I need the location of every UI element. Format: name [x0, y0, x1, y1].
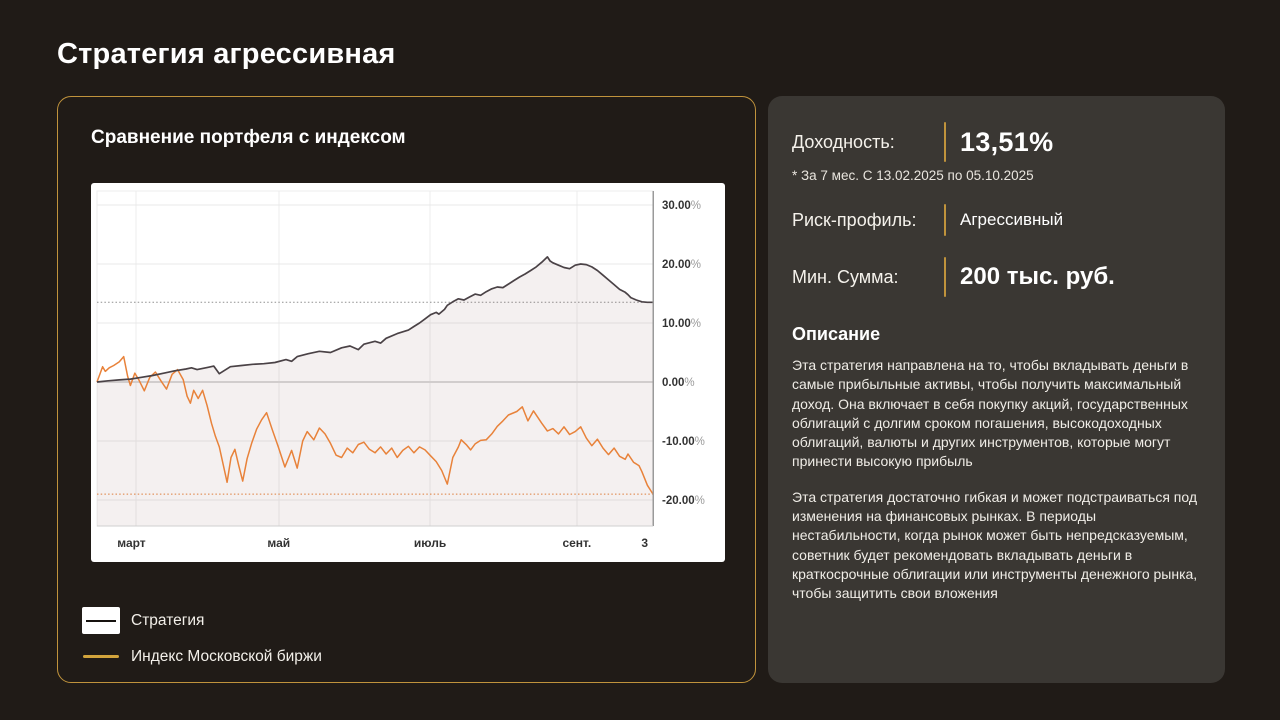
- svg-text:10.00%: 10.00%: [662, 318, 701, 330]
- index-swatch-icon: [82, 643, 120, 670]
- stat-risk: Риск-профиль: Агрессивный: [792, 204, 1201, 236]
- stat-yield-label: Доходность:: [792, 131, 895, 152]
- strategy-swatch-icon: [82, 607, 120, 634]
- yield-footnote: * За 7 мес. С 13.02.2025 по 05.10.2025: [792, 168, 1034, 183]
- comparison-chart-card: Сравнение портфеля с индексом 30.00% 20.0…: [57, 96, 756, 683]
- svg-text:-20.00%: -20.00%: [662, 495, 705, 507]
- svg-text:март: март: [117, 536, 146, 550]
- svg-text:3: 3: [641, 536, 648, 550]
- description-paragraph-2: Эта стратегия достаточно гибкая и может …: [792, 488, 1198, 602]
- chart-axes: [97, 191, 654, 527]
- chart-reference-lines: [97, 301, 653, 495]
- description-title: Описание: [792, 324, 881, 344]
- strategy-series-line: [96, 256, 653, 383]
- svg-text:20.00%: 20.00%: [662, 259, 701, 271]
- stat-yield-value: 13,51%: [960, 126, 1054, 157]
- svg-text:0.00%: 0.00%: [662, 377, 695, 389]
- svg-text:сент.: сент.: [562, 536, 591, 550]
- legend-label: Индекс Московской биржи: [131, 647, 322, 665]
- chart-legend: Стратегия Индекс Московской биржи: [82, 607, 322, 679]
- stat-min-sum-label: Мин. Сумма:: [792, 266, 899, 287]
- gold-divider: [944, 257, 946, 297]
- legend-label: Стратегия: [131, 611, 205, 629]
- legend-item-index[interactable]: Индекс Московской биржи: [82, 643, 322, 670]
- gold-divider: [944, 204, 946, 236]
- chart-series: [96, 256, 654, 526]
- gold-divider: [944, 122, 946, 162]
- svg-text:июль: июль: [414, 536, 446, 550]
- page-title: Стратегия агрессивная: [57, 38, 396, 70]
- index-series-line: [96, 355, 654, 495]
- stat-risk-label: Риск-профиль:: [792, 209, 917, 230]
- strategy-info-card: Доходность: 13,51% * За 7 мес. С 13.02.2…: [768, 96, 1225, 683]
- strategy-area-fill: [97, 256, 653, 526]
- description-paragraph-1: Эта стратегия направлена на то, чтобы вк…: [792, 357, 1189, 470]
- chart-title: Сравнение портфеля с индексом: [91, 127, 406, 148]
- comparison-chart: 30.00% 20.00% 10.00% 0.00% -10.00% -20.00% мар…: [91, 183, 725, 562]
- svg-text:-10.00%: -10.00%: [662, 436, 705, 448]
- stat-min-sum: Мин. Сумма: 200 тыс. руб.: [792, 257, 1201, 297]
- comparison-chart-svg: 30.00% 20.00% 10.00% 0.00% -10.00% -20.00% мар…: [96, 190, 705, 550]
- svg-text:30.00%: 30.00%: [662, 200, 701, 212]
- legend-item-strategy[interactable]: Стратегия: [82, 607, 322, 634]
- chart-axis-labels: 30.00% 20.00% 10.00% 0.00% -10.00% -20.00% мар…: [117, 200, 705, 550]
- stat-min-sum-value: 200 тыс. руб.: [960, 263, 1115, 290]
- svg-text:май: май: [267, 536, 290, 550]
- stat-risk-value: Агрессивный: [960, 210, 1064, 229]
- stat-yield: Доходность: 13,51%: [792, 122, 1201, 162]
